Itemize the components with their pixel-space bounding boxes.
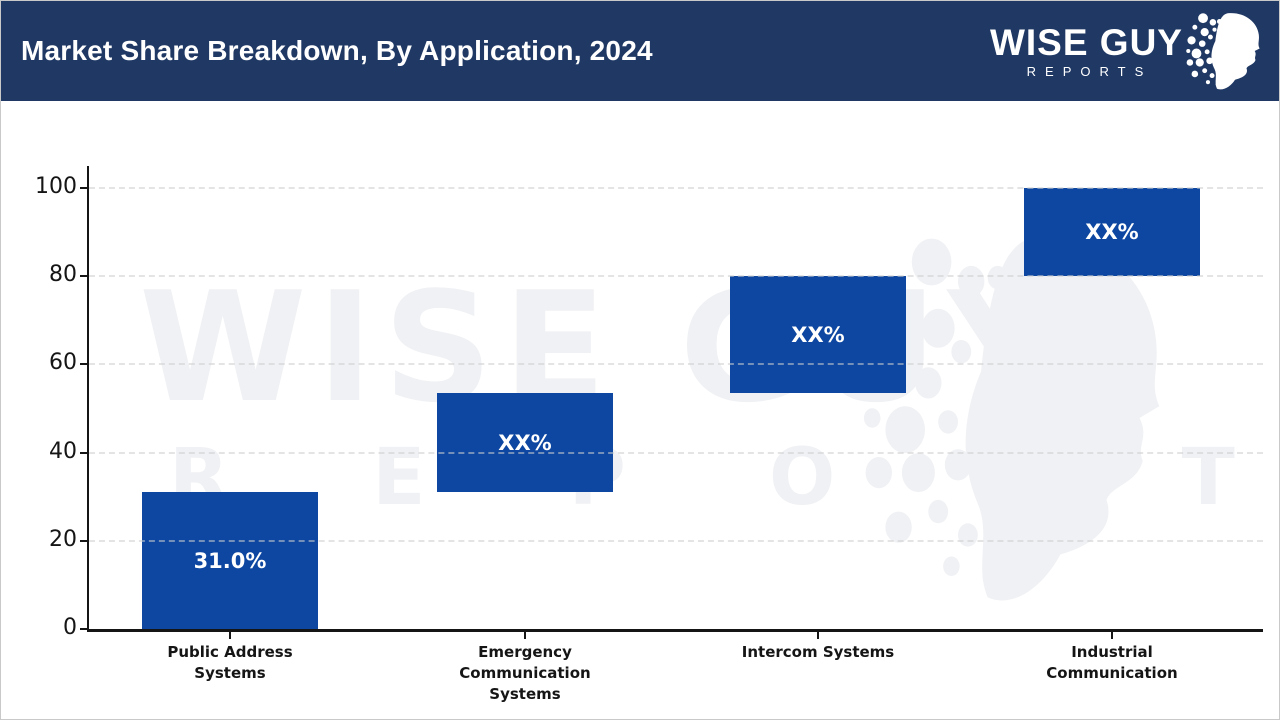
gridline — [89, 363, 1263, 366]
bar-value-label: 31.0% — [193, 548, 267, 573]
y-tick-mark — [80, 275, 87, 278]
x-tick-label: Intercom Systems — [741, 643, 895, 661]
gridline — [89, 187, 1263, 189]
y-tick-mark — [80, 363, 87, 366]
page-title: Market Share Breakdown, By Application, … — [21, 35, 653, 66]
gridline — [89, 451, 1263, 454]
gridline — [89, 275, 1263, 278]
y-tick-mark — [80, 451, 87, 454]
waterfall-bar: XX% — [730, 276, 906, 394]
y-tick-mark — [80, 628, 87, 630]
logo-subtitle: REPORTS — [1026, 64, 1153, 79]
x-axis-line — [87, 629, 1263, 632]
y-tick-label: 0 — [63, 615, 77, 640]
y-tick-mark — [80, 187, 87, 189]
waterfall-bar: XX% — [437, 393, 613, 493]
watermark-head-icon — [863, 237, 1160, 601]
y-tick-mark — [80, 539, 87, 542]
x-tick-label: Public Address Systems — [167, 643, 293, 682]
waterfall-bar: XX% — [1024, 188, 1200, 277]
x-tick-mark — [1111, 632, 1113, 639]
y-tick-label: 80 — [49, 262, 77, 288]
x-tick-mark — [229, 632, 231, 639]
y-tick-label: 20 — [49, 526, 77, 552]
x-tick-mark — [817, 632, 819, 639]
bar-value-label: XX% — [498, 430, 552, 455]
x-tick-label: Emergency Communication Systems — [459, 643, 591, 703]
logo-text: WISE GUY REPORTS — [990, 24, 1183, 78]
header-bar: Market Share Breakdown, By Application, … — [1, 1, 1279, 101]
bar-value-label: XX% — [791, 322, 845, 347]
x-tick-mark — [524, 632, 526, 639]
wise-guy-logo: WISE GUY REPORTS — [990, 10, 1279, 92]
y-tick-label: 100 — [35, 174, 77, 199]
logo-wordmark: WISE GUY — [989, 22, 1183, 63]
waterfall-bar: 31.0% — [142, 492, 318, 629]
bar-value-label: XX% — [1085, 220, 1139, 245]
x-tick-label: Industrial Communication — [1046, 643, 1178, 682]
y-axis-line — [87, 166, 89, 629]
y-tick-label: 60 — [49, 350, 77, 376]
y-tick-label: 40 — [49, 438, 77, 464]
gridline — [89, 539, 1263, 542]
logo-head-icon — [1186, 13, 1260, 90]
